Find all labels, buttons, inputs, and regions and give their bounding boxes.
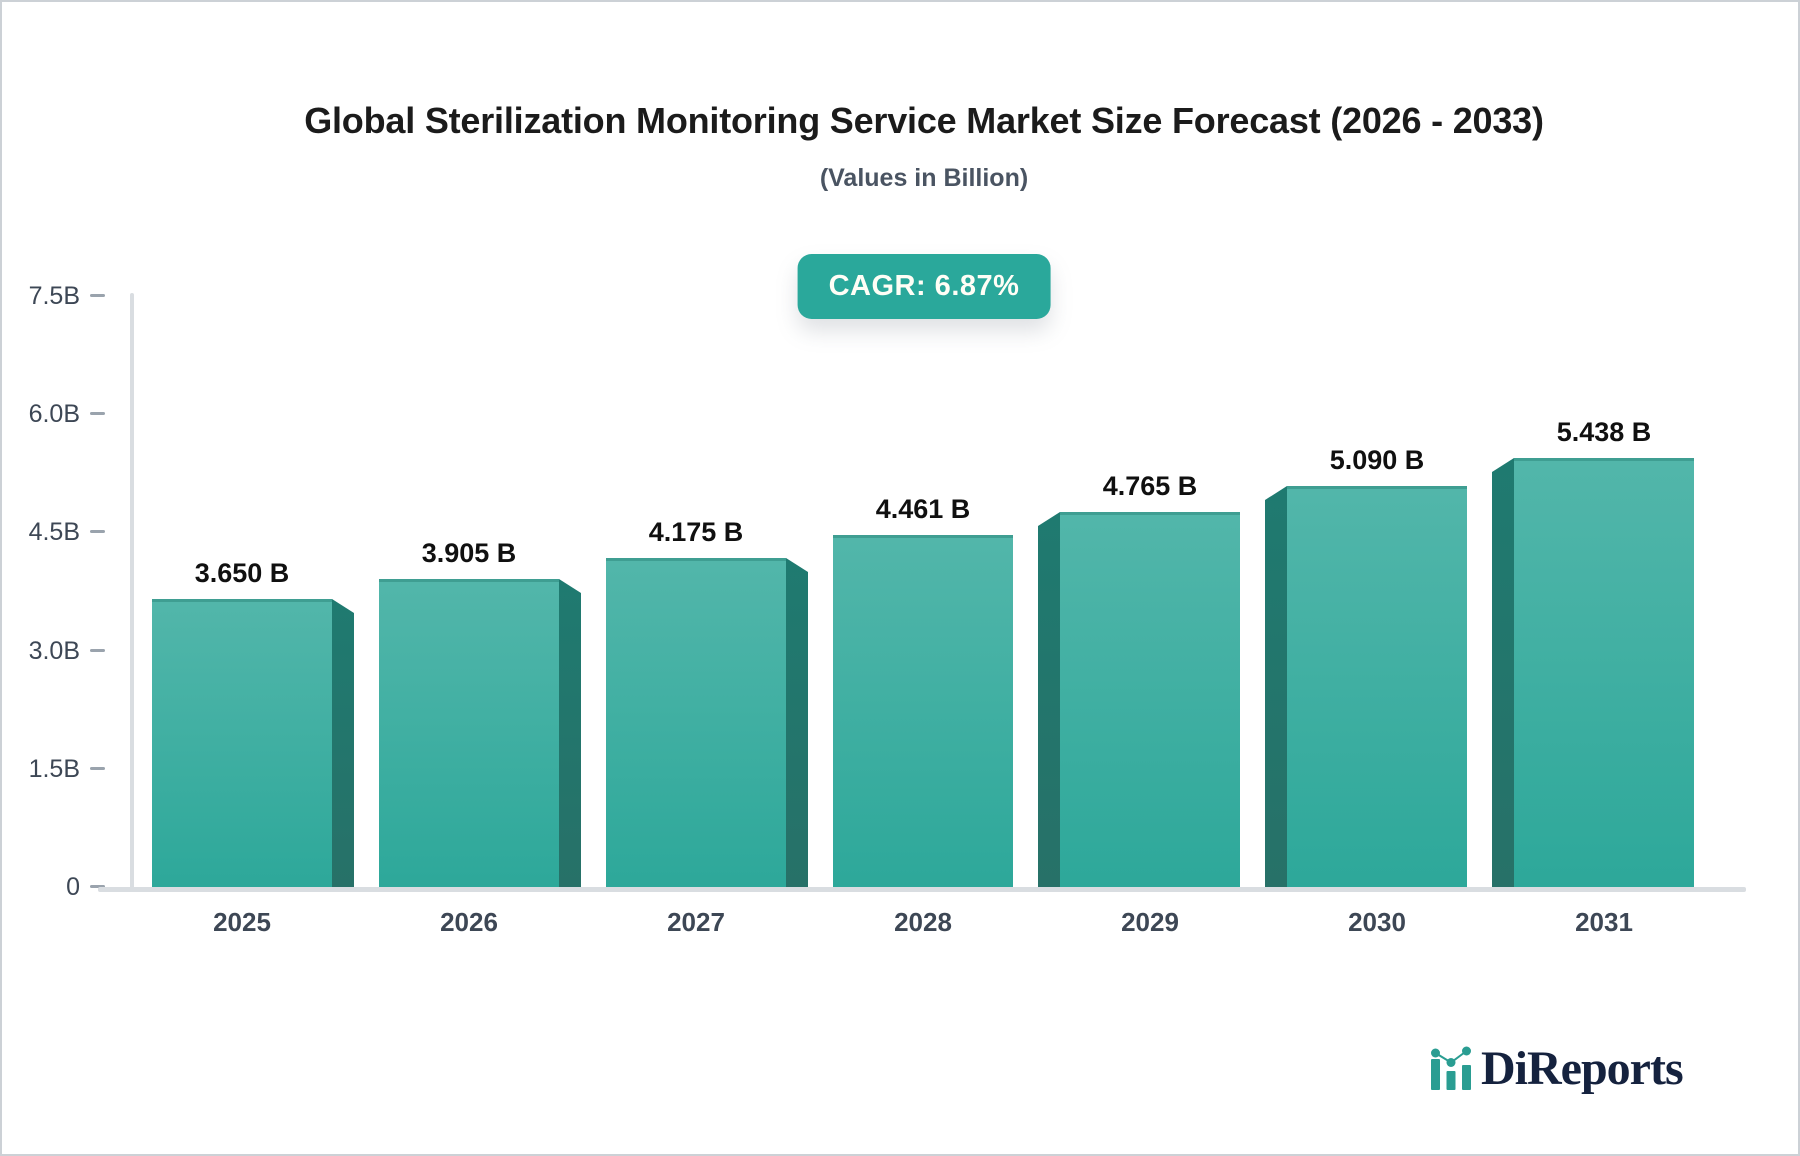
xtick-label-2031: 2031 [1575,907,1633,937]
direports-logo-text: DiReports [1481,1041,1684,1095]
ytick-dash-1.5B [90,766,105,770]
value-label-2031: 5.438 B [1556,417,1652,447]
bar-side-2029 [1038,512,1060,887]
value-label-2025: 3.650 B [194,558,290,588]
page-subtitle: (Values in Billion) [819,164,1029,192]
ytick-label-4.5B: 4.5B [28,518,80,547]
bar-2027 [606,558,786,887]
bar-side-2030 [1265,486,1287,887]
bar-side-2027 [786,558,808,887]
ytick-label-3.0B: 3.0B [28,636,80,665]
value-label-2028: 4.461 B [875,494,971,524]
value-label-2030: 5.090 B [1329,445,1425,475]
direports-logo: DiReports [1428,1035,1684,1101]
bar-2030 [1287,486,1467,887]
bar-2031 [1514,458,1694,887]
xtick-label-2030: 2030 [1348,907,1406,937]
bar-2026 [379,579,559,887]
xtick-label-2027: 2027 [667,907,725,937]
ytick-dash-3.0B [90,648,105,652]
bar-side-2025 [332,599,354,887]
value-label-2027: 4.175 B [648,517,744,547]
bar-2029 [1060,512,1240,887]
ytick-dash-7.5B [90,294,105,297]
ytick-dash-6.0B [90,412,105,416]
ytick-dash-0 [90,885,105,888]
y-axis-line [130,293,134,890]
xtick-label-2026: 2026 [440,907,498,937]
x-axis-line [98,887,1746,892]
page-title: Global Sterilization Monitoring Service … [304,100,1544,141]
bar-side-2031 [1492,458,1514,887]
ytick-label-7.5B: 7.5B [28,282,80,310]
bar-side-2026 [559,579,581,887]
ytick-label-1.5B: 1.5B [28,754,80,783]
cagr-badge: CAGR: 6.87% [797,254,1051,319]
direports-logo-icon [1431,1046,1471,1090]
bar-2025 [152,599,332,887]
bar-2028 [833,535,1013,887]
ytick-label-0: 0 [66,873,80,901]
ytick-dash-4.5B [90,530,105,534]
ytick-label-6.0B: 6.0B [28,400,80,429]
xtick-label-2028: 2028 [894,907,952,937]
value-label-2029: 4.765 B [1102,471,1198,501]
xtick-label-2025: 2025 [213,907,271,937]
xtick-label-2029: 2029 [1121,907,1179,937]
value-label-2026: 3.905 B [421,538,517,568]
